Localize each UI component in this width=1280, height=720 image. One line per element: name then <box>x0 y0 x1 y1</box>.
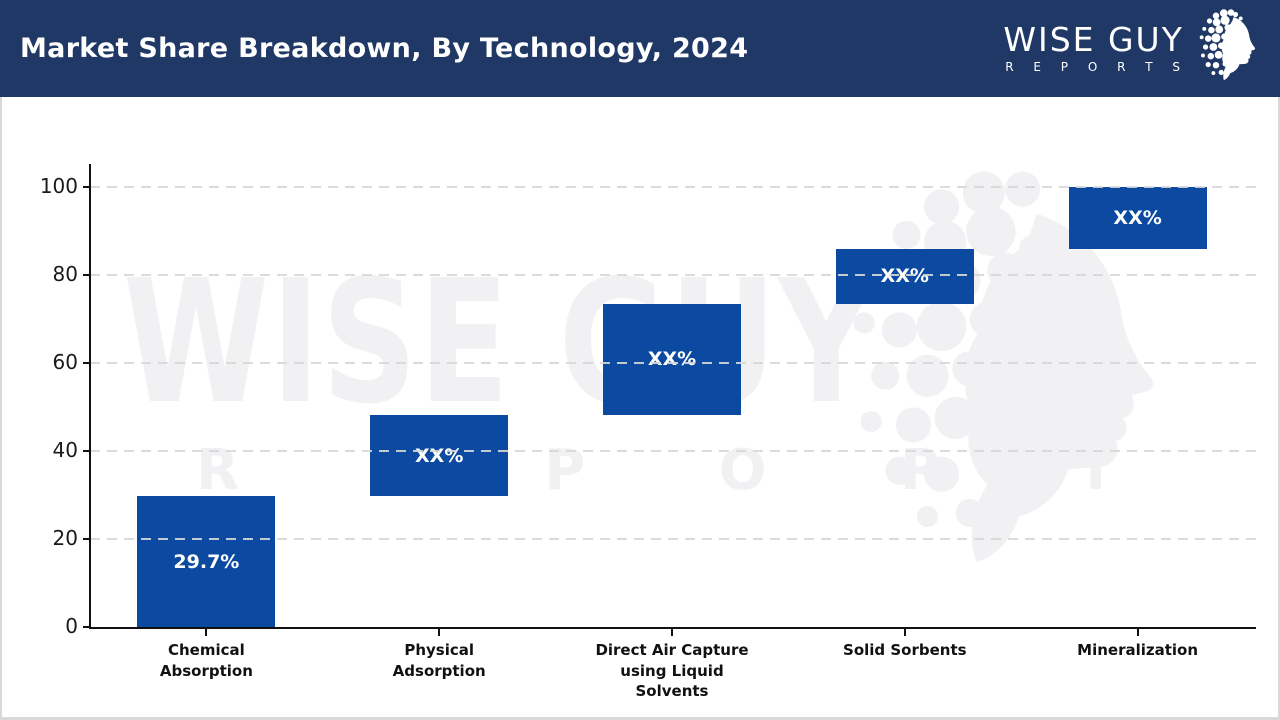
gridline <box>90 450 1262 452</box>
x-category-label: Chemical Absorption <box>159 641 253 680</box>
bar: XX% <box>603 303 741 415</box>
bar-value-label: XX% <box>880 265 929 288</box>
bar: XX% <box>1068 187 1207 249</box>
gridline <box>90 538 1262 540</box>
logo-subtext: R E P O R T S <box>1005 59 1188 74</box>
y-tick-mark <box>83 274 90 276</box>
x-tick-mark <box>205 629 208 636</box>
x-category-label: Mineralization <box>1077 641 1199 659</box>
gridline <box>90 362 1262 364</box>
page-title: Market Share Breakdown, By Technology, 2… <box>20 33 749 64</box>
y-tick-label: 40 <box>52 438 78 462</box>
bar: XX% <box>835 248 974 304</box>
x-tick-mark <box>671 629 673 636</box>
y-tick-mark <box>83 626 90 628</box>
x-category-label: Solid Sorbents <box>843 641 967 659</box>
wiseguy-logo: WISE GUY R E P O R T S <box>999 8 1266 88</box>
y-tick-mark <box>83 362 90 364</box>
bar-value-label: XX% <box>647 348 697 371</box>
bar-value-label: XX% <box>1113 206 1162 229</box>
x-category-label: Physical Adsorption <box>392 641 486 680</box>
bar-value-label: 29.7% <box>173 550 240 573</box>
y-tick-mark <box>83 186 90 188</box>
x-tick-mark <box>1136 629 1139 636</box>
y-tick-label: 0 <box>65 614 78 638</box>
bar: XX% <box>370 414 509 497</box>
y-tick-label: 80 <box>52 262 78 286</box>
watermark-wordmark: WISE GUY <box>123 244 876 442</box>
y-tick-label: 60 <box>52 350 78 374</box>
x-category-label: Direct Air Capture using Liquid Solvents <box>595 641 749 701</box>
bar: 29.7% <box>137 496 276 627</box>
y-tick-mark <box>83 450 90 452</box>
bar-value-label: XX% <box>415 444 464 467</box>
wiseguy-face-icon <box>1199 9 1256 81</box>
wiseguy-logo-text: WISE GUY R E P O R T S <box>999 20 1188 74</box>
x-tick-mark <box>903 629 906 636</box>
watermark-face-icon <box>853 171 1154 563</box>
gridline <box>90 274 1262 276</box>
y-tick-label: 100 <box>39 174 78 198</box>
x-axis-line <box>89 627 1256 629</box>
x-tick-mark <box>438 629 441 636</box>
y-tick-label: 20 <box>52 526 78 550</box>
y-tick-mark <box>83 538 90 540</box>
y-axis-line <box>89 164 91 629</box>
gridline <box>90 186 1262 188</box>
logo-wordmark: WISE GUY <box>1003 20 1184 60</box>
header-bar: Market Share Breakdown, By Technology, 2… <box>0 0 1280 97</box>
